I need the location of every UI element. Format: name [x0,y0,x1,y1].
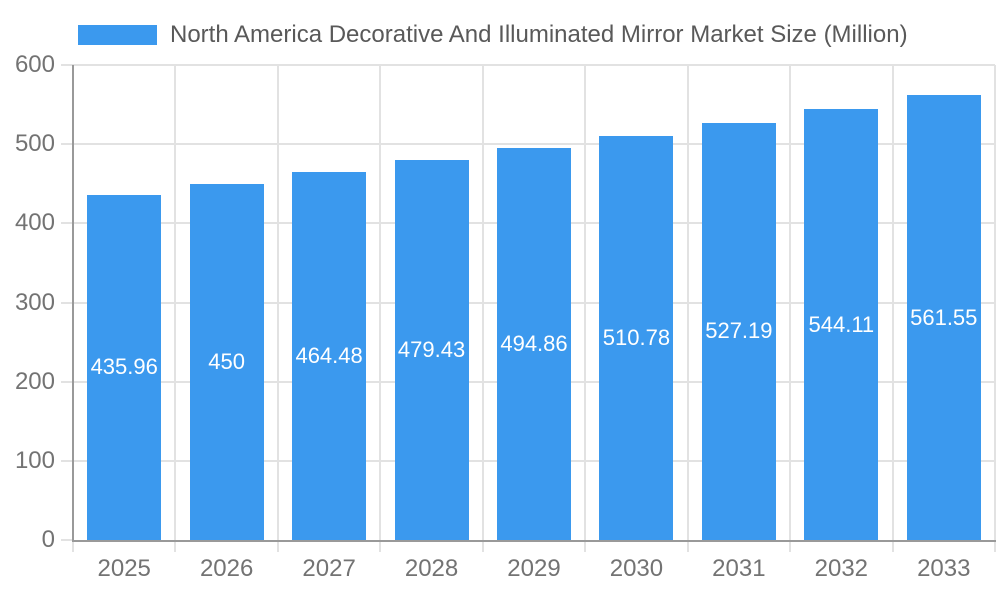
y-axis-tick-label: 600 [14,51,55,78]
x-axis-tick-label: 2031 [712,555,766,582]
y-axis-tick-label: 500 [14,130,55,158]
x-axis-tick [72,540,74,552]
legend-label: North America Decorative And Illuminated… [170,21,908,48]
y-axis-tick [61,222,73,225]
bar-value-label: 544.11 [808,311,875,337]
bar-2031: 527.19 [701,122,776,540]
bar-value-label: 510.78 [602,324,671,350]
y-axis-tick [61,64,73,66]
gridline-vertical [686,65,689,540]
y-axis-tick-label: 100 [14,446,55,474]
x-axis-tick-label: 2025 [97,555,151,582]
bar-value-label: 450 [208,348,246,374]
y-axis-tick [61,539,73,541]
x-axis-tick-label: 2032 [814,555,869,582]
x-axis-tick [276,540,279,552]
x-axis-tick-label: 2026 [199,555,254,582]
y-axis-tick [61,380,73,383]
bar-2025: 435.96 [87,194,162,540]
bar-2030: 510.78 [599,135,674,540]
legend-swatch [78,25,157,45]
gridline-vertical [481,65,484,540]
bar-2028: 479.43 [394,160,469,540]
bar-value-label: 527.19 [705,318,773,344]
gridline-vertical [994,65,996,540]
x-axis-tick [686,540,689,552]
bar-2027: 464.48 [292,172,367,540]
bar-value-label: 435.96 [90,354,158,380]
gridline-vertical [379,65,382,540]
x-axis-tick-label: 2033 [917,555,971,582]
gridline-vertical [276,65,279,540]
bar-value-label: 561.55 [910,304,978,330]
x-axis-tick [379,540,382,552]
x-axis-tick-label: 2028 [404,555,459,582]
bar-value-label: 479.43 [397,337,466,363]
x-axis-tick-label: 2027 [302,555,356,582]
x-axis-tick [174,540,177,552]
gridline-vertical [789,65,792,540]
y-axis-tick-label: 400 [14,209,55,237]
gridline-vertical [584,65,587,540]
gridline-vertical [891,65,894,540]
y-axis-tick [61,301,73,304]
bar-value-label: 464.48 [295,343,363,369]
y-axis-line [72,65,74,541]
legend-item[interactable]: North America Decorative And Illuminated… [78,21,908,49]
gridline-horizontal [73,64,995,66]
x-axis-tick [584,540,587,552]
x-axis-line [72,540,996,542]
x-axis-tick [994,540,996,552]
y-axis-tick [61,143,73,146]
bar-2032: 544.11 [804,109,879,540]
x-axis-tick [481,540,484,552]
y-axis-tick [61,459,73,462]
x-axis-tick [891,540,894,552]
x-axis-tick-label: 2029 [507,555,561,582]
y-axis-tick-label: 200 [14,367,55,395]
x-axis-tick-label: 2030 [609,555,664,582]
bar-2033: 561.55 [906,95,981,540]
bar-value-label: 494.86 [500,331,568,357]
bar-2029: 494.86 [497,148,571,540]
bar-2026: 450 [189,183,264,540]
y-axis-tick-label: 0 [41,526,55,553]
gridline-horizontal [73,143,995,146]
y-axis-tick-label: 300 [14,288,55,316]
gridline-vertical [174,65,177,540]
x-axis-tick [789,540,792,552]
